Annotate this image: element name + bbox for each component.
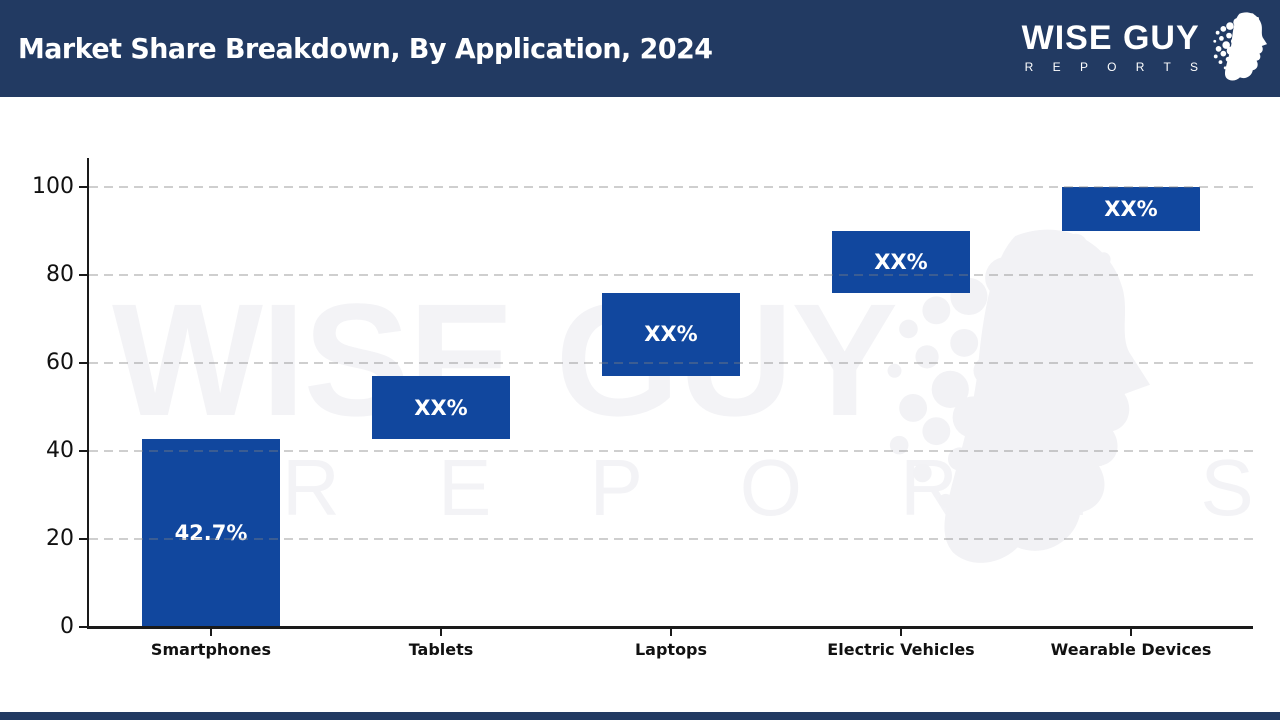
category-label: Wearable Devices [1050,640,1212,659]
bar-value-label: XX% [874,249,928,274]
y-tick-80 [79,274,87,276]
y-tick-label-0: 0 [60,614,74,639]
waterfall-chart: 0 20 40 60 80 100 42.7% Smartphones XX% Tablets XX… [0,97,1280,712]
bar-tablets: XX% [372,376,510,440]
brand-subtitle: R E P O R T S [1024,60,1206,74]
y-tick-0 [79,626,87,628]
category-label: Electric Vehicles [827,640,975,659]
bar-wearable-devices: XX% [1062,187,1200,231]
bar-value-label: XX% [644,322,698,347]
gridline-100 [89,186,1253,188]
brand-face-icon [1213,12,1268,81]
bar-value-label: XX% [414,395,468,420]
category-label: Laptops [634,640,708,659]
gridline-40 [89,450,1253,452]
footer-strip [0,712,1280,720]
y-axis-spine [87,158,89,628]
bar-value-label: 42.7% [174,521,248,546]
y-tick-label-40: 40 [46,438,74,463]
brand-name: WISE GUY [1021,19,1200,57]
page-title: Market Share Breakdown, By Application, … [18,32,713,65]
y-tick-label-20: 20 [46,526,74,551]
gridline-60 [89,362,1253,364]
x-tick-4 [1130,629,1132,636]
y-tick-20 [79,538,87,540]
category-label: Tablets [408,640,474,659]
y-tick-100 [79,186,87,188]
x-axis-spine [87,626,1253,629]
bar-laptops: XX% [602,292,740,377]
y-tick-60 [79,362,87,364]
x-tick-3 [900,629,902,636]
bar-smartphones: 42.7% [142,439,280,627]
x-tick-0 [210,629,212,636]
gridline-80 [89,274,1253,276]
y-tick-40 [79,450,87,452]
header-bar: Market Share Breakdown, By Application, … [0,0,1280,97]
bar-electric-vehicles: XX% [832,231,970,293]
bar-value-label: XX% [1104,197,1158,221]
y-tick-label-60: 60 [46,350,74,375]
x-tick-2 [670,629,672,636]
y-tick-label-80: 80 [46,262,74,287]
x-tick-1 [440,629,442,636]
category-label: Smartphones [150,640,272,659]
y-tick-label-100: 100 [32,174,74,199]
brand-logo: WISE GUY R E P O R T S [1022,8,1270,84]
gridline-20 [89,538,1253,540]
